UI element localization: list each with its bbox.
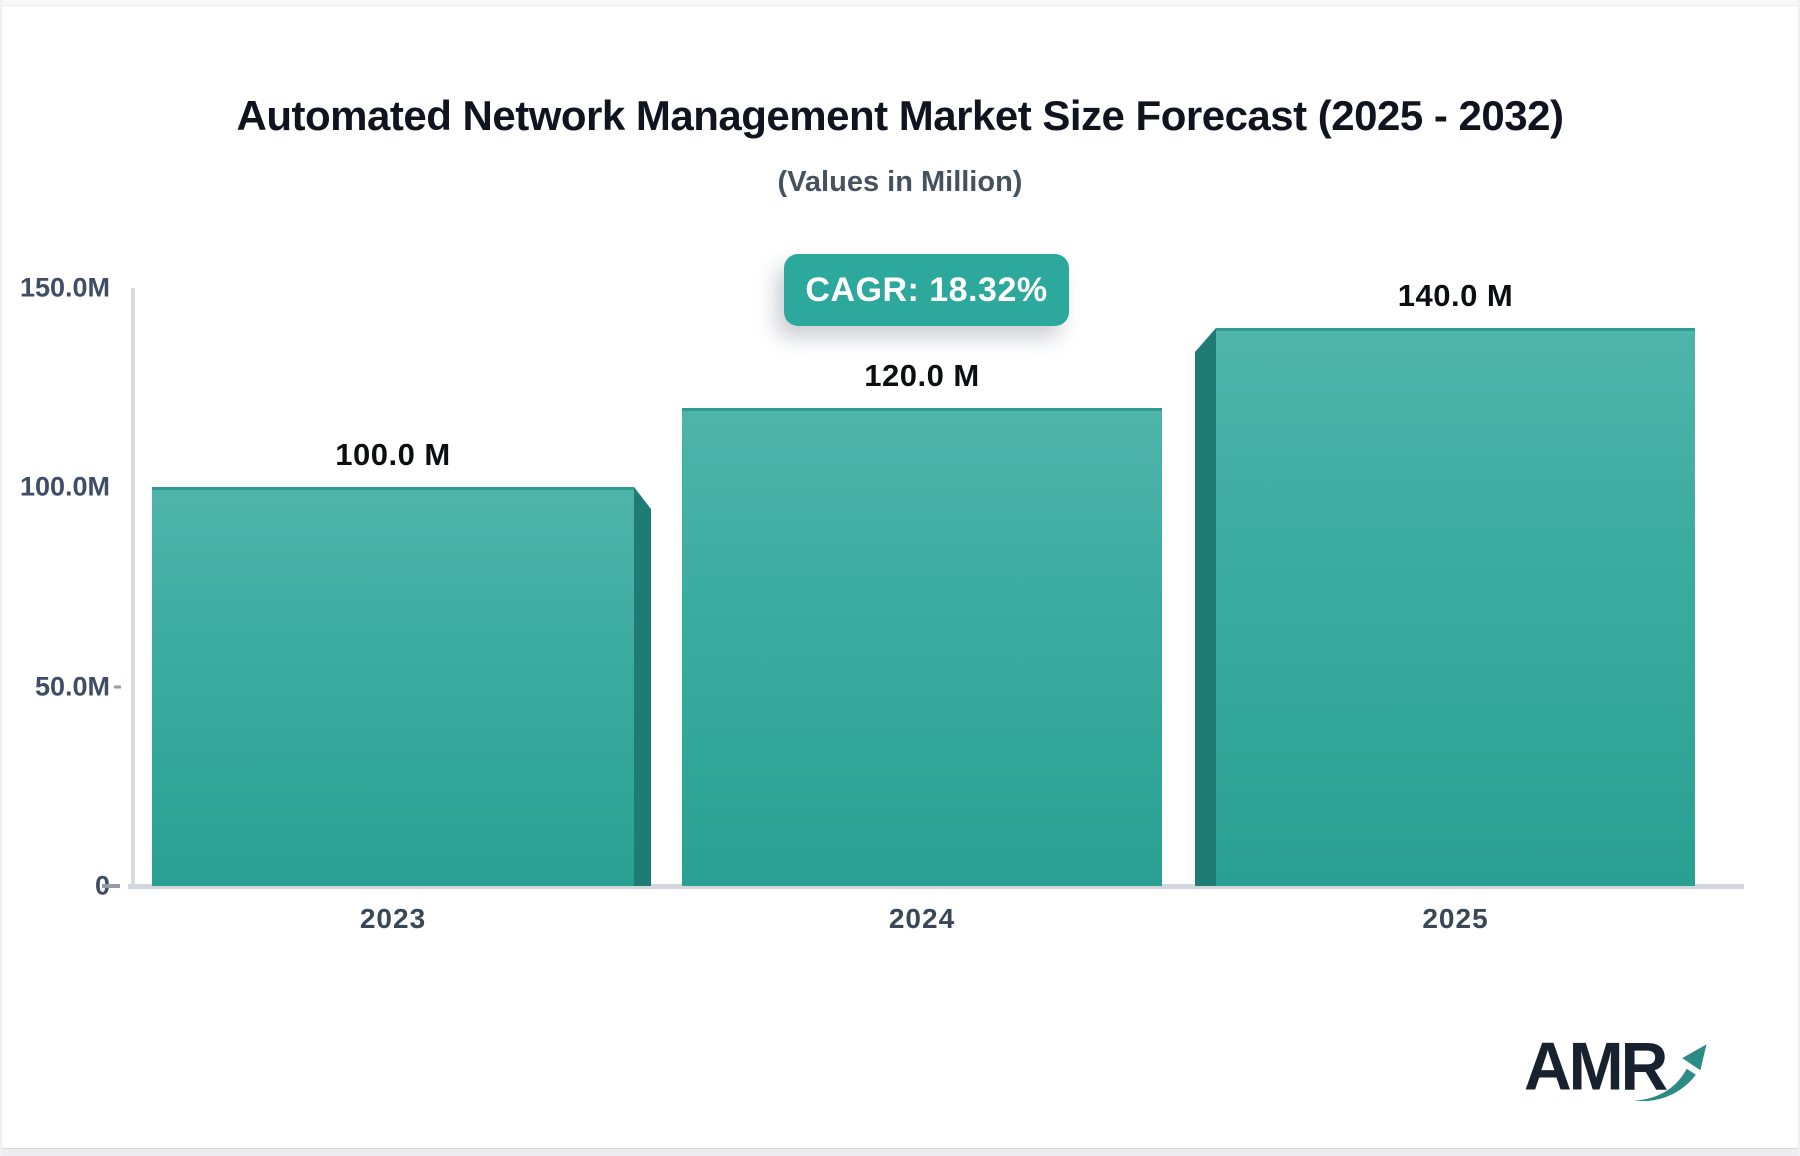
bar-value-label: 140.0 M xyxy=(1397,278,1514,313)
chart-subtitle: (Values in Million) xyxy=(777,166,1023,198)
cagr-badge: CAGR: 18.32% xyxy=(784,254,1069,326)
bar-2023 xyxy=(152,487,634,886)
page-top-edge xyxy=(2,0,1798,6)
bar-2024 xyxy=(682,408,1162,886)
x-axis-line xyxy=(128,884,1744,889)
bar-2025 xyxy=(1216,328,1695,886)
bar-value-label: 120.0 M xyxy=(864,358,980,393)
y-axis-tick-mark xyxy=(102,884,120,888)
chart-title: Automated Network Management Market Size… xyxy=(236,92,1564,139)
y-axis-tick-label: 50.0M xyxy=(34,671,110,702)
cagr-badge-label: CAGR: 18.32% xyxy=(805,270,1048,309)
x-axis-category-label: 2023 xyxy=(359,903,427,934)
amr-logo: AMR xyxy=(1524,1028,1714,1112)
x-axis-category-label: 2025 xyxy=(1422,903,1489,934)
y-axis-line xyxy=(131,288,135,886)
x-axis-category-label: 2024 xyxy=(888,903,956,934)
bar-3d-side-2023 xyxy=(634,487,651,886)
y-axis-tick-label: 100.0M xyxy=(19,471,110,502)
y-axis-tick-mark xyxy=(114,685,121,689)
amr-logo-text: AMR xyxy=(1524,1028,1668,1104)
bar-3d-side-2025 xyxy=(1195,328,1216,886)
y-axis-tick-label: 0 xyxy=(10,871,110,902)
growth-arrow-icon xyxy=(1634,1044,1707,1102)
y-axis-tick-label: 150.0M xyxy=(19,272,110,303)
page-bottom-edge xyxy=(2,1148,1798,1156)
bar-value-label: 100.0 M xyxy=(335,437,451,472)
